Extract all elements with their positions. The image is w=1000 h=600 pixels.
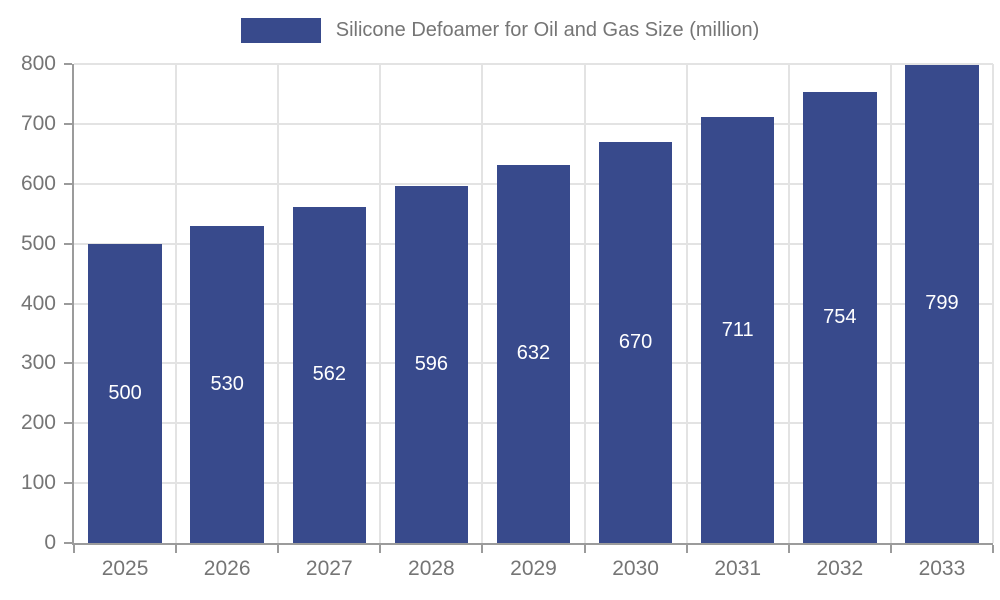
y-tick-label: 700 xyxy=(20,111,56,135)
bar-value-label: 530 xyxy=(210,372,244,395)
y-tick-label: 100 xyxy=(20,471,56,495)
x-axis-tick xyxy=(481,545,484,553)
v-gridline xyxy=(685,64,688,543)
y-axis-tick xyxy=(64,122,72,125)
bar-2026: 530 xyxy=(190,225,264,543)
bar-2028: 596 xyxy=(394,186,469,543)
bar-value-label: 632 xyxy=(516,342,551,365)
x-tick-label-2033: 2033 xyxy=(918,557,966,580)
v-gridline xyxy=(992,64,994,543)
x-axis-tick xyxy=(889,545,892,553)
bar-value-label: 596 xyxy=(414,353,449,376)
y-axis-tick xyxy=(64,482,72,485)
x-tick-label-2030: 2030 xyxy=(612,557,659,580)
v-gridline xyxy=(379,64,382,543)
x-axis-tick xyxy=(379,545,382,553)
bar-2027: 562 xyxy=(292,206,367,543)
legend-swatch-icon xyxy=(240,17,321,43)
bar-2031: 711 xyxy=(700,117,775,543)
y-tick-label: 0 xyxy=(44,531,56,554)
x-tick-label-2029: 2029 xyxy=(510,557,557,580)
x-tick-label-2031: 2031 xyxy=(714,557,762,580)
y-tick-label: 200 xyxy=(20,411,56,435)
bar-2033: 799 xyxy=(905,64,979,543)
bar-value-label: 754 xyxy=(823,305,857,328)
plot-area: 0 100 200 300 400 500 600 700 800 500 2025 530 2026 5… xyxy=(21,52,994,580)
v-gridline xyxy=(277,64,280,543)
y-axis-tick xyxy=(64,242,72,245)
legend-label: Silicone Defoamer for Oil and Gas Size (… xyxy=(335,18,760,41)
x-tick-label-2028: 2028 xyxy=(408,557,455,580)
legend: Silicone Defoamer for Oil and Gas Size (… xyxy=(0,14,1000,46)
bar-value-label: 500 xyxy=(108,381,142,404)
x-tick-label-2032: 2032 xyxy=(816,557,864,580)
v-gridline xyxy=(175,64,178,543)
y-axis-tick xyxy=(64,422,72,425)
y-axis-tick xyxy=(64,542,72,544)
x-tick-label-2027: 2027 xyxy=(305,557,353,580)
y-axis-tick xyxy=(64,63,72,65)
x-tick-label-2026: 2026 xyxy=(203,557,251,580)
v-gridline xyxy=(787,64,790,543)
v-gridline xyxy=(889,64,892,543)
bar-2025: 500 xyxy=(88,243,162,543)
y-axis-tick xyxy=(64,362,72,365)
y-tick-label: 300 xyxy=(20,351,56,375)
y-axis-tick xyxy=(64,302,72,305)
bar-value-label: 670 xyxy=(618,330,653,353)
bar-value-label: 562 xyxy=(312,363,346,386)
h-gridline xyxy=(74,122,993,125)
x-axis-tick xyxy=(277,545,280,553)
y-tick-label: 400 xyxy=(20,291,56,315)
bar-2030: 670 xyxy=(598,141,673,543)
x-axis-tick xyxy=(992,545,994,553)
y-tick-label: 500 xyxy=(20,231,56,255)
bar-value-label: 711 xyxy=(721,318,754,341)
x-axis-tick xyxy=(685,545,688,553)
x-axis-tick xyxy=(787,545,790,553)
x-axis-tick xyxy=(73,545,75,553)
x-tick-label-2025: 2025 xyxy=(101,557,149,580)
x-axis-tick xyxy=(583,545,586,553)
v-gridline xyxy=(481,64,484,543)
bar-value-label: 799 xyxy=(925,292,959,315)
y-tick-label: 600 xyxy=(20,171,56,195)
h-gridline xyxy=(74,63,993,65)
x-axis-tick xyxy=(175,545,178,553)
y-axis-line xyxy=(72,64,74,545)
bar-2032: 754 xyxy=(803,91,877,543)
y-axis-tick xyxy=(64,182,72,185)
v-gridline xyxy=(583,64,586,543)
bar-2029: 632 xyxy=(496,164,571,543)
y-tick-label: 800 xyxy=(20,52,56,75)
x-axis-line xyxy=(72,543,993,545)
